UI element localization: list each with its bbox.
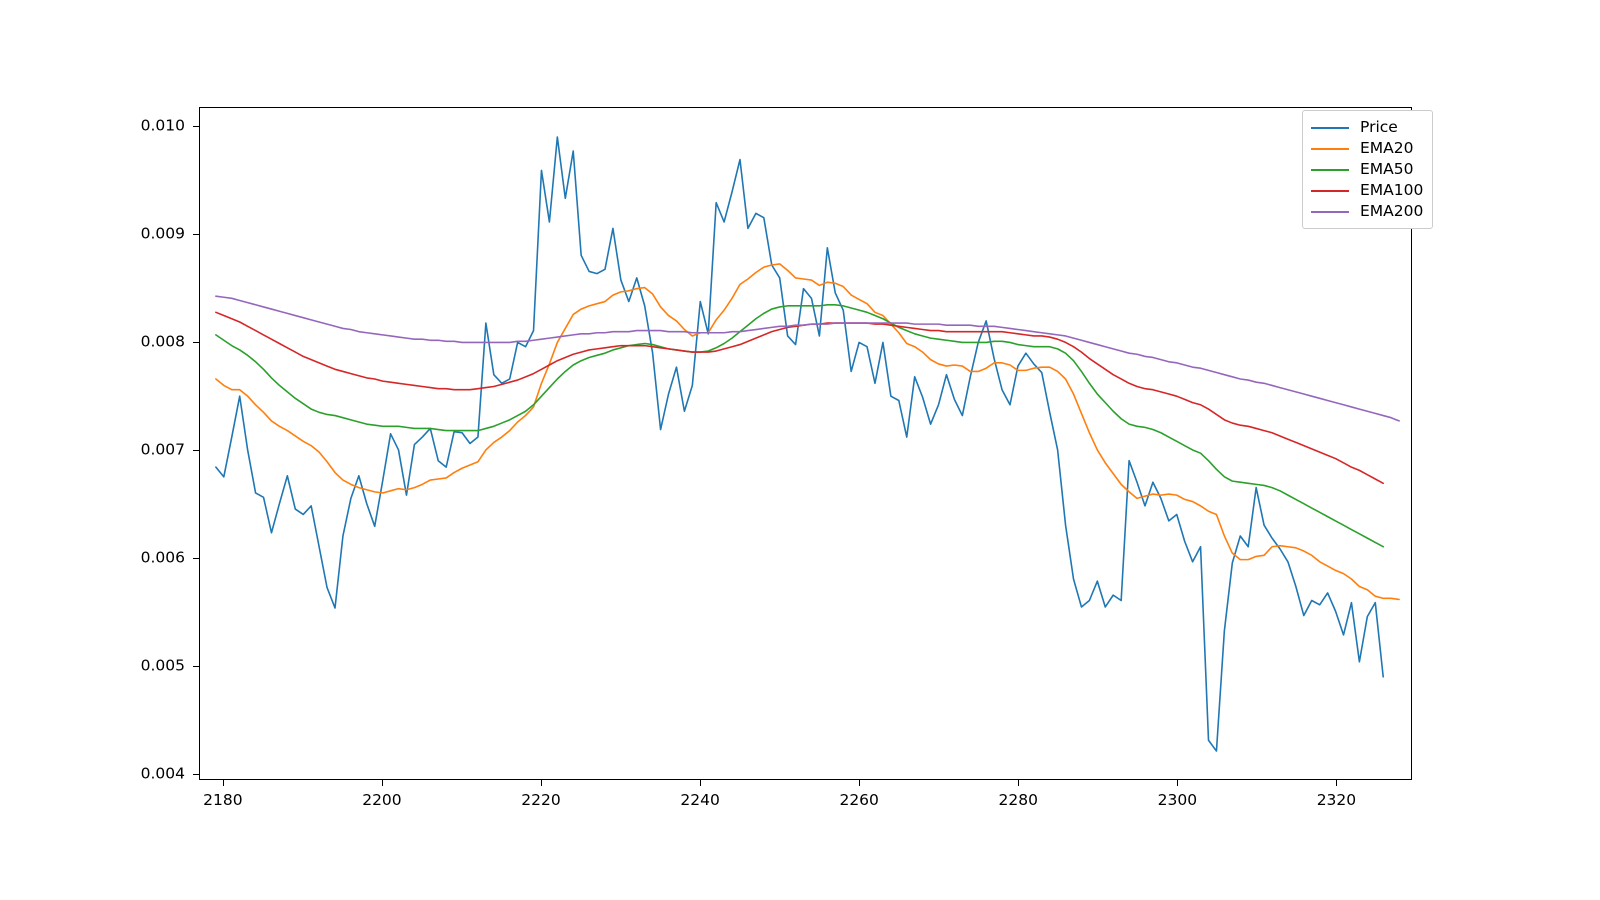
legend-color-swatch (1311, 168, 1349, 171)
legend-color-swatch (1311, 147, 1349, 150)
legend-item-price: Price (1311, 117, 1423, 138)
y-tick-mark (193, 557, 199, 559)
x-tick-mark (381, 780, 383, 786)
legend-label: EMA50 (1360, 159, 1414, 178)
y-tick-mark (193, 234, 199, 236)
legend-item-ema200: EMA200 (1311, 201, 1423, 222)
legend-label: EMA100 (1360, 180, 1424, 199)
y-tick-mark (193, 342, 199, 344)
y-tick-label: 0.009 (140, 224, 185, 243)
x-tick-label: 2280 (998, 791, 1038, 809)
legend-label: EMA200 (1360, 201, 1424, 220)
x-tick-mark (1336, 780, 1338, 786)
y-tick-label: 0.008 (140, 332, 185, 351)
y-tick-label: 0.006 (140, 548, 185, 567)
y-tick-label: 0.007 (140, 440, 185, 459)
y-tick-mark (193, 773, 199, 775)
x-tick-label: 2260 (839, 791, 879, 809)
series-line-ema200 (216, 296, 1399, 421)
x-tick-label: 2240 (680, 791, 720, 809)
series-line-price (216, 137, 1383, 751)
plot-axes (199, 107, 1412, 780)
y-tick-mark (193, 126, 199, 128)
legend-item-ema50: EMA50 (1311, 159, 1423, 180)
chart-legend: Price EMA20 EMA50 EMA100 EMA200 (1302, 110, 1434, 229)
legend-color-swatch (1311, 126, 1349, 129)
x-tick-label: 2200 (362, 791, 402, 809)
series-canvas (200, 108, 1411, 779)
x-tick-mark (1177, 780, 1179, 786)
x-tick-mark (541, 780, 543, 786)
y-tick-label: 0.005 (140, 655, 185, 674)
y-tick-label: 0.004 (140, 763, 185, 782)
y-tick-mark (193, 449, 199, 451)
x-tick-label: 2300 (1157, 791, 1198, 809)
y-tick-mark (193, 665, 199, 667)
legend-label: Price (1360, 117, 1398, 136)
y-tick-label: 0.010 (140, 116, 185, 135)
legend-color-swatch (1311, 210, 1349, 213)
x-tick-label: 2220 (521, 791, 561, 809)
x-tick-mark (859, 780, 861, 786)
legend-color-swatch (1311, 189, 1349, 192)
x-tick-mark (700, 780, 702, 786)
legend-item-ema20: EMA20 (1311, 138, 1423, 159)
x-tick-mark (1018, 780, 1020, 786)
series-line-ema20 (216, 264, 1399, 600)
series-line-ema100 (216, 312, 1383, 483)
legend-item-ema100: EMA100 (1311, 180, 1423, 201)
x-tick-label: 2180 (203, 791, 243, 809)
x-tick-mark (222, 780, 224, 786)
x-tick-label: 2320 (1316, 791, 1357, 809)
legend-label: EMA20 (1360, 138, 1414, 157)
series-line-ema50 (216, 305, 1383, 547)
